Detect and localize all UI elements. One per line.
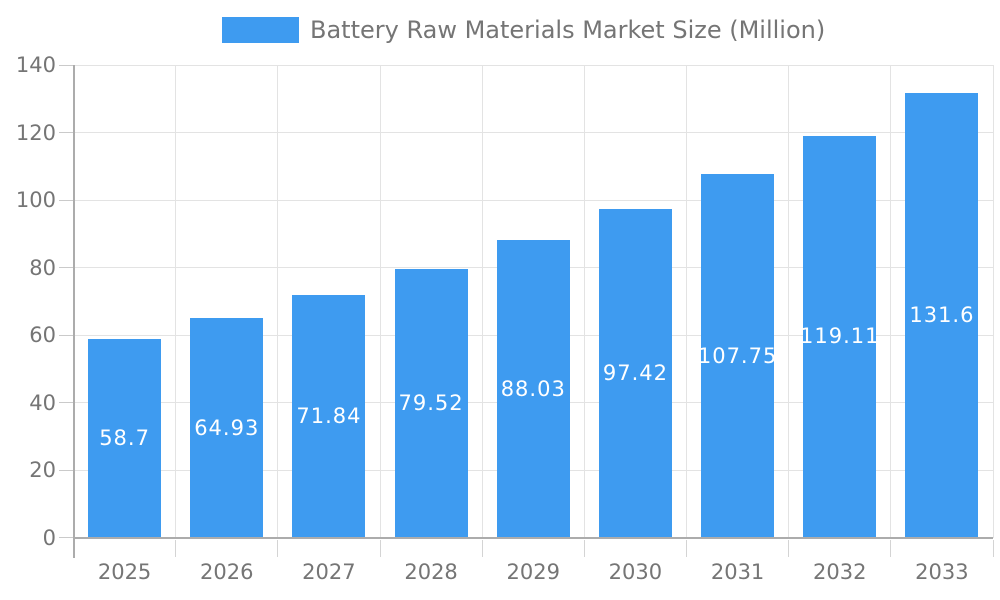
- y-axis-tick: [59, 132, 74, 133]
- legend-swatch: [222, 17, 299, 43]
- bar-value-label: 107.75: [697, 343, 778, 368]
- bar[interactable]: 97.42: [598, 208, 672, 538]
- x-axis-tick: [890, 539, 892, 557]
- x-axis-tick: [175, 539, 177, 557]
- legend-label: Battery Raw Materials Market Size (Milli…: [310, 16, 826, 44]
- bar-value-label: 58.7: [99, 426, 150, 451]
- x-axis-line: [73, 536, 993, 539]
- y-axis-tick: [59, 402, 74, 403]
- bar-value-label: 71.84: [296, 404, 362, 429]
- bar-value-label: 79.52: [398, 391, 464, 416]
- x-axis-tick-label: 2031: [710, 560, 765, 584]
- x-axis-tick-label: 2029: [506, 560, 560, 584]
- bar[interactable]: 58.7: [88, 339, 162, 538]
- gridline-vertical: [890, 65, 892, 538]
- bar-value-label: 131.6: [909, 303, 975, 328]
- gridline-vertical: [481, 65, 483, 538]
- x-axis-tick-label: 2026: [200, 560, 254, 584]
- x-axis-tick-label: 2025: [97, 560, 152, 584]
- y-axis-tick-label: 0: [42, 525, 56, 550]
- x-axis-tick: [686, 539, 687, 557]
- bar[interactable]: 64.93: [190, 318, 264, 538]
- y-axis-tick-label: 140: [15, 53, 56, 77]
- bar[interactable]: 88.03: [496, 240, 570, 538]
- gridline-vertical: [788, 65, 790, 538]
- y-axis-tick: [59, 469, 74, 471]
- x-axis-tick-label: 2033: [915, 560, 969, 584]
- x-axis-tick: [277, 539, 279, 557]
- y-axis-tick-label: 40: [29, 390, 56, 415]
- y-axis-tick: [59, 267, 74, 268]
- y-axis-tick: [59, 199, 74, 201]
- y-axis-tick-label: 60: [29, 323, 56, 347]
- x-axis-tick: [788, 539, 790, 557]
- bar-value-label: 88.03: [500, 376, 566, 401]
- x-axis-tick: [583, 539, 585, 557]
- x-axis-tick: [481, 539, 483, 557]
- bar[interactable]: 131.6: [905, 93, 979, 538]
- x-axis-tick: [379, 539, 381, 557]
- y-axis-tick: [59, 537, 74, 538]
- y-axis-line: [72, 65, 75, 558]
- y-axis-tick-label: 80: [29, 255, 56, 280]
- gridline-vertical: [583, 65, 585, 538]
- gridline-vertical: [175, 65, 177, 538]
- bar[interactable]: 79.52: [394, 269, 468, 538]
- x-axis-tick-label: 2028: [404, 560, 458, 584]
- x-axis-tick-label: 2030: [608, 560, 663, 584]
- bar[interactable]: 119.11: [800, 135, 880, 538]
- y-axis-tick-label: 100: [15, 188, 56, 212]
- gridline-vertical: [686, 65, 687, 538]
- bar[interactable]: 71.84: [292, 295, 366, 538]
- y-axis-tick-label: 120: [15, 120, 56, 145]
- gridline-horizontal: [73, 199, 993, 201]
- y-axis-tick: [59, 64, 74, 66]
- bar[interactable]: 107.75: [697, 173, 778, 538]
- legend-item[interactable]: Battery Raw Materials Market Size (Milli…: [222, 17, 825, 43]
- gridline-vertical: [277, 65, 279, 538]
- x-axis-tick-label: 2027: [302, 560, 356, 584]
- x-axis-tick-label: 2032: [813, 560, 867, 584]
- gridline-horizontal: [73, 132, 993, 133]
- gridline-horizontal: [73, 64, 993, 66]
- x-axis-tick: [992, 539, 994, 557]
- bar-value-label: 97.42: [602, 361, 668, 386]
- bar-value-label: 64.93: [194, 415, 260, 440]
- y-axis-tick: [59, 334, 74, 336]
- bar-value-label: 119.11: [800, 324, 880, 349]
- gridline-vertical: [992, 65, 994, 538]
- y-axis-tick-label: 20: [29, 458, 56, 482]
- gridline-vertical: [379, 65, 381, 538]
